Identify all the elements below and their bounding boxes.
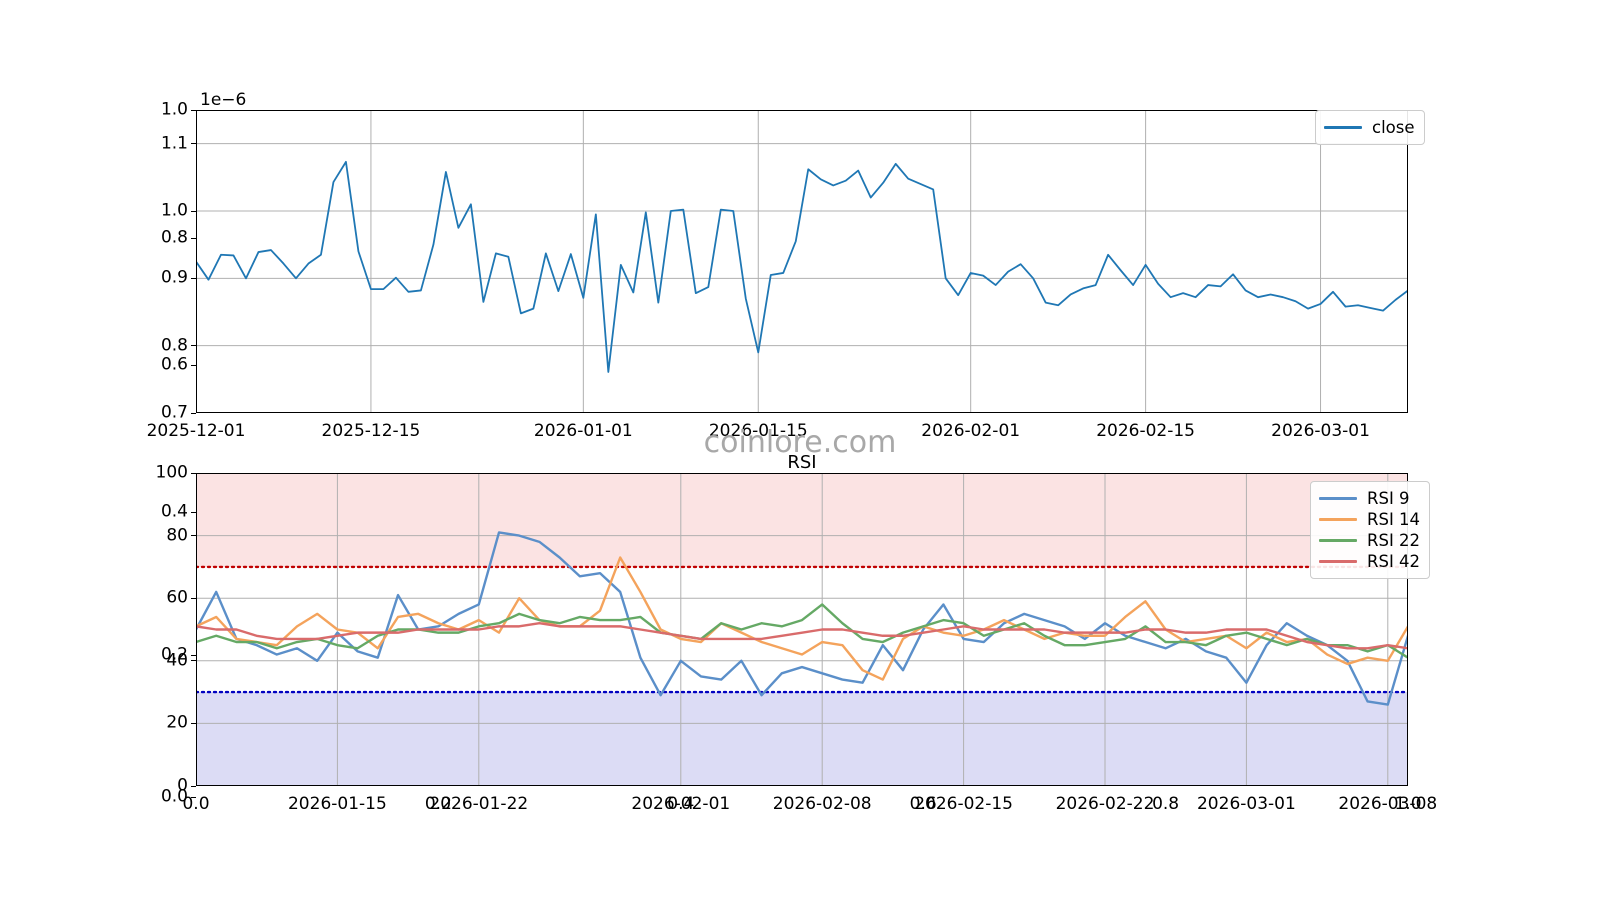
- rsi-y-tick: 60: [166, 587, 188, 608]
- legend-item-rsi-9[interactable]: RSI 9: [1319, 488, 1420, 509]
- rsi-x-tick-date: 2026-02-15: [914, 794, 1013, 814]
- rsi-x-tick-date: 2026-02-01: [631, 794, 731, 814]
- price-y-tick-mark: [191, 412, 196, 414]
- price-y-tick-mark: [191, 345, 196, 347]
- rsi-y-tick-mark: [191, 722, 196, 724]
- price-x-tick: 2026-01-15: [708, 421, 808, 441]
- rsi-y-tick-normalized-mark: [191, 796, 196, 798]
- price-y-tick-mark: [191, 143, 196, 145]
- rsi-x-tick-date: 2026-03-01: [1196, 794, 1296, 814]
- rsi-x-tick-normalized: 0.4: [667, 794, 695, 814]
- rsi-x-tick-date: 2026-01-15: [287, 794, 387, 814]
- rsi-x-tick-date: 2026-02-08: [772, 794, 872, 814]
- price-y-tick: 1.1: [160, 133, 188, 154]
- price-x-tick: 2025-12-01: [146, 421, 246, 441]
- legend-item-rsi-14[interactable]: RSI 14: [1319, 509, 1420, 530]
- price-y-tick-normalized: 1.0: [160, 99, 188, 120]
- overbought-band: [196, 473, 1408, 567]
- rsi-legend: RSI 9 RSI 14 RSI 22 RSI 42: [1310, 481, 1431, 579]
- rsi-chart-panel: [196, 473, 1408, 786]
- rsi-y-tick-mark: [191, 535, 196, 537]
- price-x-tick: 2026-03-01: [1271, 421, 1370, 441]
- rsi-title: RSI: [787, 452, 817, 473]
- price-x-tick: 2025-12-15: [321, 421, 421, 441]
- price-y-tick-normalized-mark: [191, 364, 196, 366]
- rsi-x-tick-normalized: 0.2: [424, 794, 452, 814]
- rsi-y-tick-mark: [191, 472, 196, 474]
- rsi-x-tick-date: 2026-01-22: [429, 794, 529, 814]
- price-legend: close: [1315, 110, 1425, 145]
- price-y-tick-normalized: 0.6: [160, 354, 188, 375]
- rsi-x-tick-normalized: 0.6: [909, 794, 937, 814]
- legend-item-rsi-22[interactable]: RSI 22: [1319, 530, 1420, 551]
- price-x-tick: 2026-02-15: [1096, 421, 1195, 441]
- rsi-line-rsi-42: [196, 622, 1408, 650]
- rsi-y-tick: 40: [166, 650, 188, 671]
- rsi-y-tick-normalized: 0.4: [160, 501, 188, 522]
- rsi-y-tick-mark: [191, 785, 196, 787]
- rsi-x-tick-date: 2026-03-08: [1338, 794, 1438, 814]
- rsi-y-tick: 20: [166, 712, 188, 733]
- rsi-y-tick: 100: [155, 462, 188, 483]
- legend-swatch-icon: [1319, 518, 1357, 521]
- price-plot-area: [196, 110, 1408, 413]
- close-price-line: [196, 160, 1408, 373]
- rsi-y-tick-normalized-mark: [191, 654, 196, 656]
- rsi-plot-area: [196, 473, 1408, 786]
- legend-label: RSI 22: [1367, 531, 1421, 550]
- rsi-x-tick-normalized: 0.0: [182, 794, 210, 814]
- rsi-x-tick-normalized: 0.8: [1152, 794, 1180, 814]
- price-y-tick-mark: [191, 210, 196, 212]
- rsi-y-tick: 0: [177, 775, 188, 796]
- legend-item-close[interactable]: close: [1324, 117, 1415, 138]
- legend-swatch-icon: [1319, 497, 1357, 500]
- price-y-tick-normalized: 0.8: [160, 227, 188, 248]
- legend-label: RSI 14: [1367, 510, 1421, 529]
- rsi-x-tick-date: 2026-02-22: [1055, 794, 1155, 814]
- price-y-tick-normalized-mark: [191, 109, 196, 111]
- price-y-tick: 1.0: [160, 200, 188, 221]
- legend-label: close: [1372, 118, 1415, 137]
- rsi-line-rsi-22: [196, 603, 1408, 659]
- oversold-band: [196, 692, 1408, 786]
- rsi-x-tick-normalized: 1.0: [1394, 794, 1422, 814]
- legend-swatch-icon: [1324, 126, 1362, 129]
- price-x-tick: 2026-02-01: [921, 421, 1021, 441]
- legend-swatch-icon: [1319, 539, 1357, 542]
- y-axis-offset-text: 1e−6: [200, 90, 247, 110]
- price-x-tick: 2026-01-01: [533, 421, 633, 441]
- legend-label: RSI 9: [1367, 489, 1410, 508]
- rsi-line-rsi-9: [196, 531, 1408, 706]
- legend-item-rsi-42[interactable]: RSI 42: [1319, 551, 1420, 572]
- legend-label: RSI 42: [1367, 552, 1421, 571]
- rsi-y-tick-normalized: 0.2: [160, 644, 188, 665]
- price-y-tick: 0.8: [160, 335, 188, 356]
- price-chart-panel: [196, 110, 1408, 413]
- rsi-y-tick-mark: [191, 597, 196, 599]
- price-y-tick: 0.7: [160, 402, 188, 423]
- rsi-y-tick-normalized: 0.0: [160, 786, 188, 807]
- price-y-tick-normalized-mark: [191, 237, 196, 239]
- rsi-y-tick-normalized-mark: [191, 511, 196, 513]
- legend-swatch-icon: [1319, 560, 1357, 563]
- price-y-tick-mark: [191, 277, 196, 279]
- rsi-y-tick-mark: [191, 660, 196, 662]
- price-y-tick: 0.9: [160, 267, 188, 288]
- rsi-y-tick: 80: [166, 525, 188, 546]
- rsi-line-rsi-14: [196, 556, 1408, 681]
